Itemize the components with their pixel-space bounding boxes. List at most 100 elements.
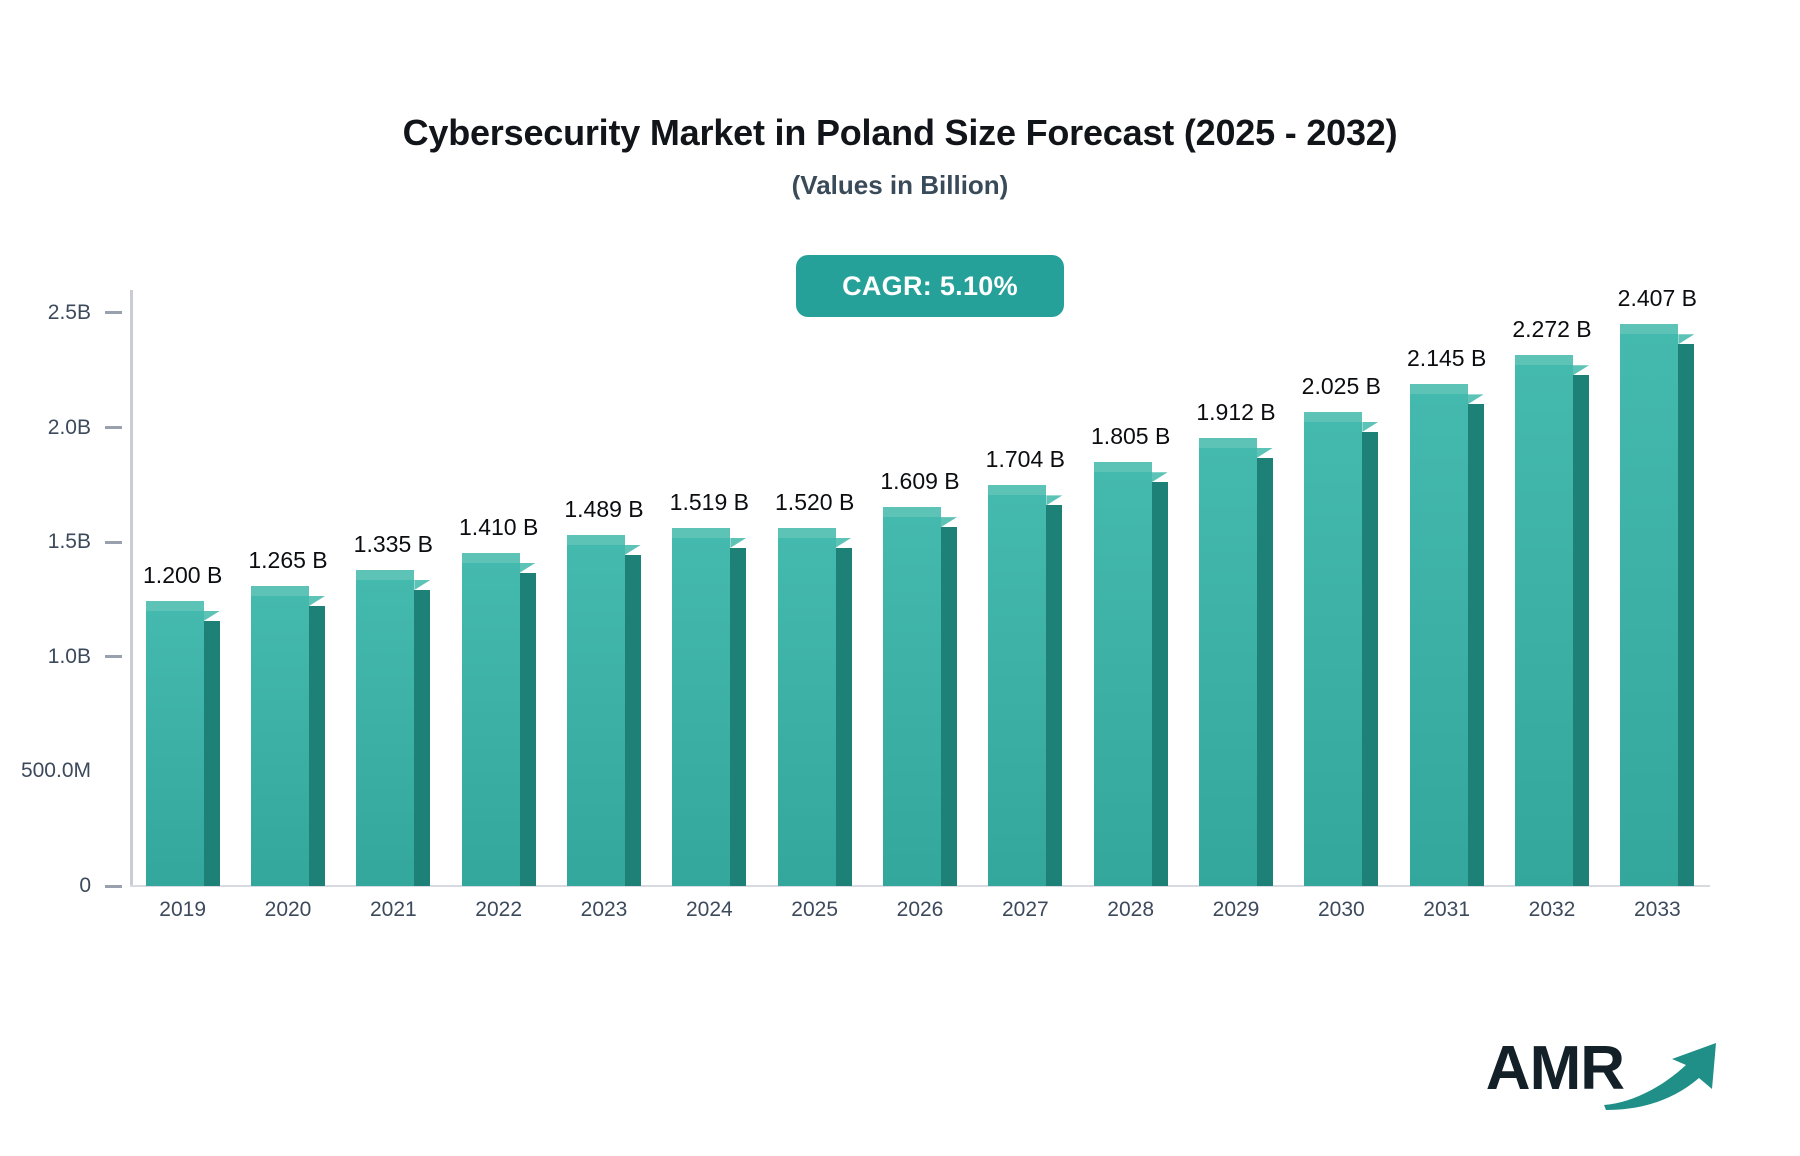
bar-value-label: 1.265 B [248, 547, 328, 574]
page-title: Cybersecurity Market in Poland Size Fore… [402, 112, 1398, 153]
bar-top-bevel [1467, 394, 1484, 405]
bar-front-face [567, 544, 625, 886]
bar-top-face [988, 485, 1047, 496]
bar-front-face [1409, 394, 1468, 886]
bar-top-bevel [941, 517, 957, 528]
bar-top-face [251, 586, 309, 597]
bar-top-bevel [203, 610, 220, 621]
bar-2028[interactable] [1093, 462, 1168, 886]
x-axis-label-2029: 2029 [1212, 898, 1260, 921]
bar-2019[interactable] [145, 600, 220, 886]
growth-arrow-icon [1600, 1037, 1730, 1116]
page-subtitle: (Values in Billion) [791, 170, 1009, 200]
bar-top-face [1199, 437, 1257, 448]
bar-side-face [203, 620, 220, 886]
bar-2026[interactable] [883, 507, 957, 886]
cagr-badge-label: CAGR: 5.10% [842, 270, 1018, 301]
bar-top-face [777, 527, 836, 538]
y-axis-tick-mark [105, 770, 122, 773]
y-axis-tick-label: 0 [79, 874, 91, 897]
bar-column: 1.489 B [564, 290, 644, 886]
bar-2033[interactable] [1620, 324, 1695, 886]
bar-side-face [1046, 505, 1063, 886]
bar-2032[interactable] [1515, 355, 1589, 886]
bar-column: 2.025 B [1302, 290, 1381, 886]
y-axis-tick-mark [105, 655, 122, 659]
bar-value-label: 1.410 B [459, 513, 539, 540]
bar-top-bevel [1678, 334, 1695, 345]
x-axis-label-2020: 2020 [264, 898, 312, 921]
bar-top-face [461, 552, 520, 563]
x-axis-line [130, 885, 1710, 887]
bar-top-face [883, 507, 941, 518]
bar-value-label: 1.520 B [775, 488, 855, 515]
bar-2031[interactable] [1409, 384, 1484, 886]
bar-top-face [1093, 462, 1152, 473]
bar-value-label: 1.609 B [880, 468, 960, 495]
bar-side-face [941, 527, 957, 886]
bar-2029[interactable] [1199, 437, 1273, 886]
bar-column: 1.805 B [1091, 290, 1171, 886]
bar-2021[interactable] [356, 569, 431, 886]
bar-top-bevel [835, 537, 852, 548]
bar-2030[interactable] [1304, 411, 1379, 886]
bar-top-bevel [1151, 472, 1168, 483]
bar-2024[interactable] [672, 527, 747, 886]
bar-column: 1.519 B [670, 290, 749, 886]
bar-side-face [730, 547, 747, 886]
bar-side-face [1362, 431, 1379, 886]
y-axis-tick-mark [105, 426, 122, 430]
bar-value-label: 2.145 B [1407, 345, 1487, 372]
bar-front-face [988, 495, 1047, 886]
y-axis-tick: 500.0M [21, 759, 130, 783]
x-axis-label-2032: 2032 [1528, 898, 1576, 921]
y-axis-tick: 2.5B [48, 301, 130, 325]
bar-front-face [1304, 421, 1363, 886]
bar-top-face [1409, 384, 1468, 395]
x-axis-label-2030: 2030 [1317, 898, 1365, 921]
y-axis-tick-label: 2.5B [47, 300, 91, 324]
bar-top-bevel [1362, 421, 1379, 432]
bar-front-face [777, 537, 836, 886]
bar-side-face [835, 547, 852, 886]
bar-side-face [1257, 457, 1273, 886]
bar-top-face [1304, 411, 1363, 422]
bar-front-face [883, 517, 941, 886]
y-axis-tick-mark [105, 540, 122, 544]
bar-side-face [1467, 404, 1484, 886]
bar-side-face [625, 554, 641, 886]
bar-column: 1.410 B [459, 290, 539, 886]
bar-value-label: 1.805 B [1091, 423, 1171, 450]
bar-2025[interactable] [777, 527, 852, 886]
bar-value-label: 1.489 B [564, 495, 644, 522]
x-axis-label-2026: 2026 [896, 898, 944, 921]
bar-front-face [1093, 472, 1152, 886]
bar-column: 1.265 B [248, 290, 328, 886]
bar-value-label: 1.335 B [353, 530, 433, 557]
x-axis-label-2021: 2021 [369, 898, 417, 921]
bar-front-face [1199, 447, 1257, 886]
bar-series: 1.200 B 1.265 B 1.335 B 1.410 B 1.489 B 1.519… [130, 285, 1710, 886]
bar-2023[interactable] [567, 534, 641, 886]
cagr-badge: CAGR: 5.10% [796, 255, 1064, 317]
plot-area: 0 500.0M 1.0B 1.5B 2.0B 2.5B 1.200 B 1.265 B 1.… [21, 285, 1710, 897]
bar-top-bevel [414, 579, 431, 590]
y-axis-line [130, 290, 133, 886]
bar-side-face [1573, 375, 1589, 886]
bar-side-face [414, 589, 431, 886]
bar-top-face [356, 569, 415, 580]
bar-front-face [1620, 334, 1679, 886]
bar-2022[interactable] [461, 552, 536, 886]
y-axis-tick-label: 500.0M [20, 759, 91, 783]
bar-column: 2.145 B [1407, 290, 1487, 886]
bar-2020[interactable] [251, 586, 325, 886]
y-axis-tick-label: 1.5B [47, 530, 91, 554]
bar-top-face [1515, 355, 1573, 366]
bar-top-bevel [1257, 447, 1273, 458]
bar-front-face [356, 579, 415, 886]
x-axis-label-2027: 2027 [1001, 898, 1049, 921]
x-axis-label-2019: 2019 [159, 898, 207, 921]
bar-2027[interactable] [988, 485, 1063, 886]
bar-front-face [1515, 365, 1573, 886]
